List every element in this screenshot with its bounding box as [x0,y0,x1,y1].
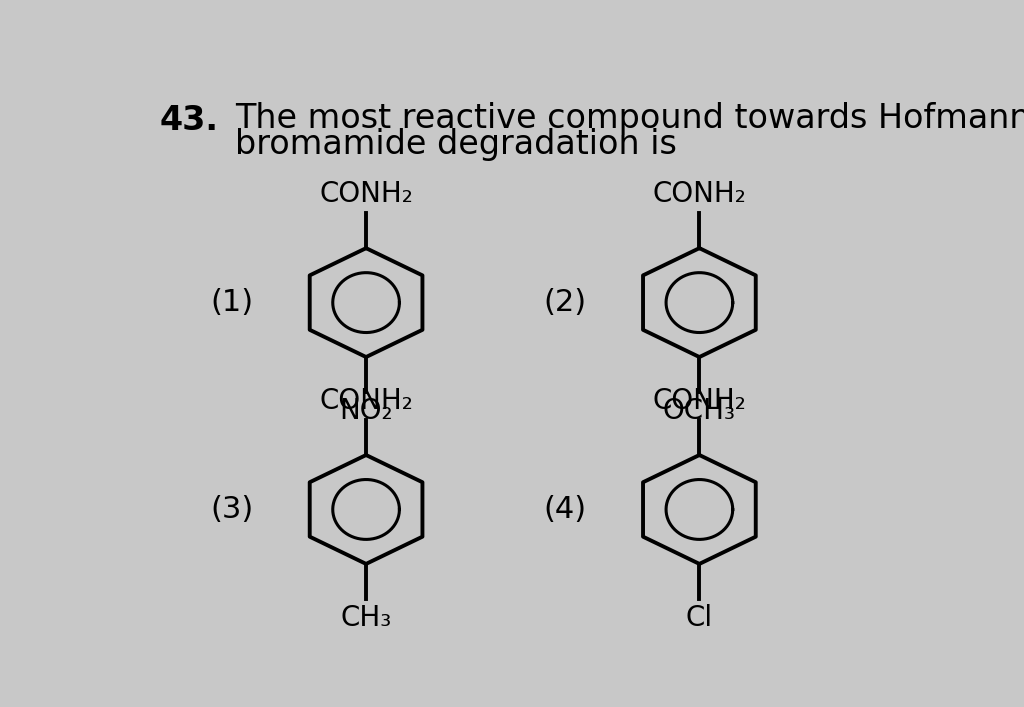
Text: (1): (1) [210,288,253,317]
Text: (4): (4) [544,495,587,524]
Text: CONH₂: CONH₂ [319,387,413,415]
Text: CONH₂: CONH₂ [652,180,746,209]
Text: Cl: Cl [686,604,713,631]
Text: CH₃: CH₃ [340,604,392,631]
Text: CONH₂: CONH₂ [652,387,746,415]
Text: bromamide degradation is: bromamide degradation is [236,129,677,161]
Text: OCH₃: OCH₃ [663,397,736,425]
Text: CONH₂: CONH₂ [319,180,413,209]
Text: 43.: 43. [160,104,219,137]
Text: NO₂: NO₂ [339,397,393,425]
Text: (2): (2) [544,288,587,317]
Text: The most reactive compound towards Hofmann: The most reactive compound towards Hofma… [236,103,1024,135]
Text: (3): (3) [210,495,253,524]
